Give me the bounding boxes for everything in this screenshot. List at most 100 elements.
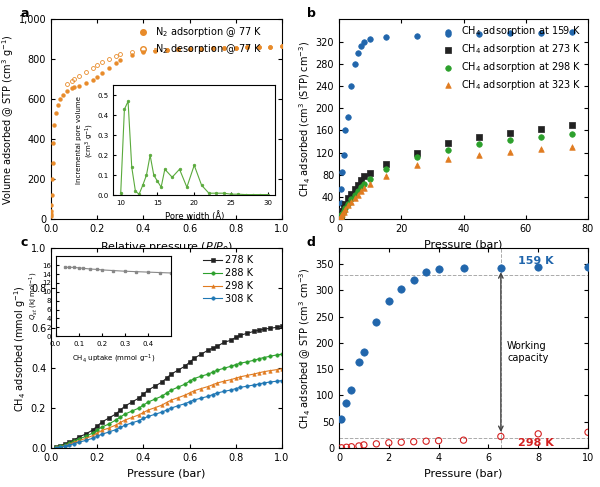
- CH$_4$ adsorption at 159 K: [353, 49, 362, 56]
- 278 K: [274, 324, 281, 330]
- CH$_4$ adsorption at 159 K: [474, 30, 484, 38]
- CH$_4$ adsorption at 298 K: [339, 207, 349, 215]
- Text: a: a: [21, 7, 29, 20]
- CH$_4$ adsorption at 273 K: [344, 194, 353, 202]
- 308 K: [105, 429, 112, 435]
- X-axis label: Relative pressure ($P$/$P_o$): Relative pressure ($P$/$P_o$): [100, 240, 233, 254]
- 278 K: [145, 387, 152, 393]
- Text: d: d: [307, 236, 316, 249]
- 298 K: [121, 417, 128, 423]
- CH$_4$ adsorption at 273 K: [568, 121, 577, 129]
- Point: [347, 443, 356, 450]
- 278 K: [158, 379, 166, 385]
- 298 K: [66, 441, 73, 447]
- 298 K: [145, 407, 152, 413]
- 278 K: [105, 415, 112, 421]
- 278 K: [163, 375, 170, 381]
- CH$_4$ adsorption at 323 K: [353, 191, 362, 199]
- 308 K: [151, 412, 158, 417]
- 278 K: [61, 441, 68, 447]
- CH$_4$ adsorption at 323 K: [344, 202, 353, 209]
- CH$_4$ adsorption at 298 K: [536, 133, 546, 141]
- 298 K: [256, 370, 263, 375]
- Point: [459, 436, 469, 444]
- 278 K: [260, 326, 267, 332]
- 308 K: [52, 445, 59, 450]
- CH$_4$ adsorption at 273 K: [353, 181, 362, 188]
- 308 K: [158, 409, 166, 415]
- CH$_4$ adsorption at 273 K: [381, 160, 391, 168]
- 298 K: [221, 378, 228, 384]
- 288 K: [89, 430, 96, 436]
- CH$_4$ adsorption at 159 K: [336, 199, 346, 206]
- 288 K: [145, 399, 152, 405]
- 278 K: [151, 383, 158, 389]
- 298 K: [75, 438, 82, 444]
- 288 K: [237, 360, 244, 366]
- 308 K: [186, 399, 193, 405]
- 278 K: [66, 439, 73, 445]
- CH$_4$ adsorption at 298 K: [443, 146, 453, 154]
- Line: 298 K: 298 K: [54, 367, 284, 449]
- Text: 298 K: 298 K: [518, 437, 554, 448]
- 288 K: [260, 355, 267, 360]
- Line: 278 K: 278 K: [54, 324, 284, 449]
- Point: [337, 415, 346, 423]
- 308 K: [209, 392, 216, 397]
- 288 K: [221, 365, 228, 371]
- Point: [421, 437, 431, 445]
- 308 K: [145, 413, 152, 419]
- 278 K: [128, 399, 136, 405]
- 298 K: [117, 420, 124, 426]
- Y-axis label: CH$_4$ adsorbed (mmol g$^{-1}$): CH$_4$ adsorbed (mmol g$^{-1}$): [12, 285, 28, 412]
- CH$_4$ adsorption at 323 K: [337, 210, 347, 218]
- 298 K: [52, 445, 59, 450]
- 298 K: [232, 375, 239, 381]
- 298 K: [181, 392, 188, 398]
- Text: b: b: [307, 7, 316, 20]
- Point: [354, 442, 364, 450]
- 308 K: [66, 442, 73, 448]
- 278 K: [75, 434, 82, 440]
- 308 K: [227, 387, 235, 393]
- 288 K: [128, 408, 136, 414]
- 288 K: [158, 393, 166, 399]
- CH$_4$ adsorption at 298 K: [337, 211, 346, 219]
- 308 K: [274, 378, 281, 384]
- X-axis label: Pressure (bar): Pressure (bar): [424, 240, 503, 249]
- Y-axis label: CH$_4$ adsorbed @ STP (cm$^3$ cm$^{-3}$): CH$_4$ adsorbed @ STP (cm$^3$ cm$^{-3}$): [297, 267, 313, 429]
- 308 K: [175, 403, 182, 409]
- Point: [354, 358, 364, 366]
- 278 K: [89, 427, 96, 433]
- CH$_4$ adsorption at 298 K: [335, 214, 345, 222]
- 278 K: [227, 337, 235, 343]
- 288 K: [167, 387, 175, 393]
- 288 K: [75, 436, 82, 442]
- 298 K: [209, 382, 216, 388]
- 278 K: [209, 345, 216, 351]
- CH$_4$ adsorption at 273 K: [337, 207, 347, 215]
- 288 K: [121, 411, 128, 417]
- 278 K: [52, 444, 59, 450]
- CH$_4$ adsorption at 273 K: [359, 172, 368, 180]
- 298 K: [278, 366, 286, 372]
- 308 K: [135, 418, 142, 424]
- 308 K: [244, 383, 251, 389]
- CH$_4$ adsorption at 273 K: [412, 149, 422, 156]
- Legend: CH$_4$ adsorption at 159 K, CH$_4$ adsorption at 273 K, CH$_4$ adsorption at 298: CH$_4$ adsorption at 159 K, CH$_4$ adsor…: [437, 22, 583, 94]
- CH$_4$ adsorption at 159 K: [350, 60, 359, 68]
- CH$_4$ adsorption at 323 K: [381, 172, 391, 180]
- CH$_4$ adsorption at 323 K: [356, 187, 365, 195]
- 298 K: [71, 440, 78, 446]
- CH$_4$ adsorption at 159 K: [359, 38, 368, 46]
- 288 K: [209, 369, 216, 375]
- Legend: 278 K, 288 K, 298 K, 308 K: 278 K, 288 K, 298 K, 308 K: [199, 251, 257, 308]
- CH$_4$ adsorption at 298 K: [505, 136, 515, 144]
- CH$_4$ adsorption at 159 K: [339, 151, 349, 159]
- CH$_4$ adsorption at 273 K: [356, 176, 365, 184]
- CH$_4$ adsorption at 159 K: [412, 32, 422, 40]
- CH$_4$ adsorption at 159 K: [335, 207, 345, 215]
- CH$_4$ adsorption at 159 K: [568, 28, 577, 36]
- CH$_4$ adsorption at 273 K: [536, 125, 546, 132]
- 278 K: [167, 371, 175, 377]
